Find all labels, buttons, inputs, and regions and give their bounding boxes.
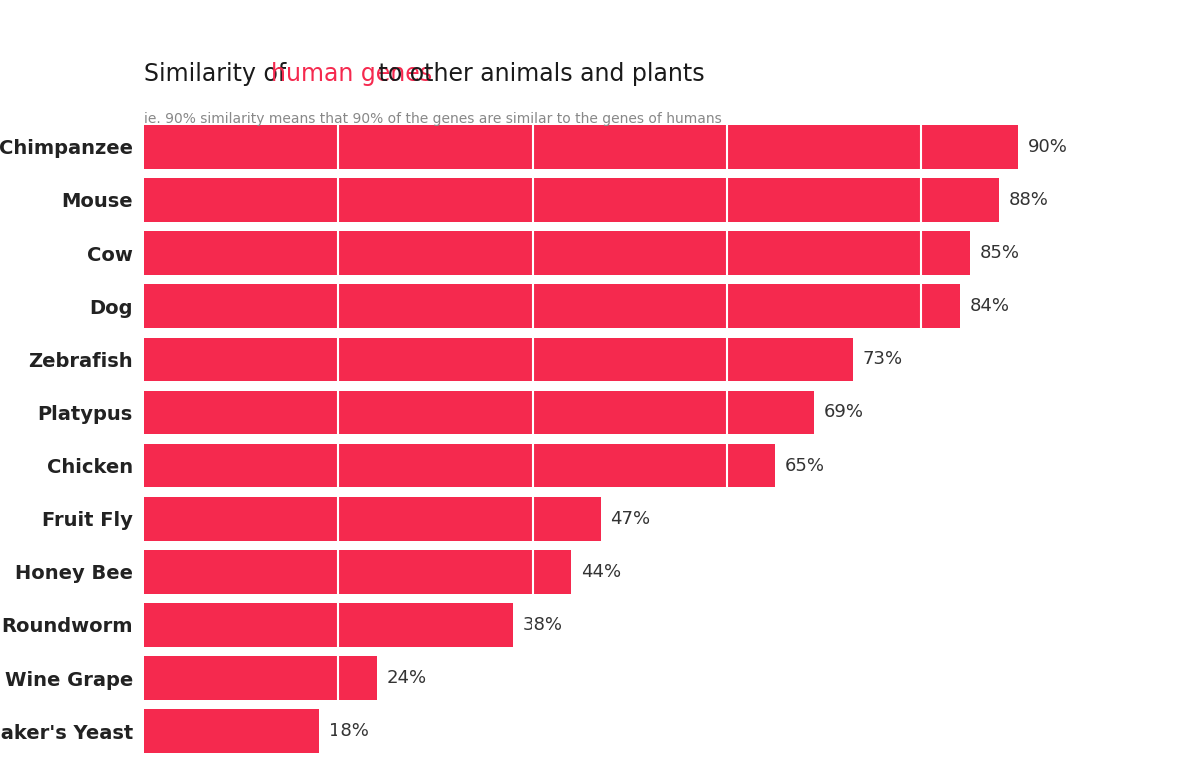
Bar [144,178,998,222]
Bar [144,231,970,275]
Bar [144,497,600,540]
Text: 90%: 90% [1028,138,1068,156]
Text: 88%: 88% [1008,191,1049,209]
Text: 84%: 84% [970,297,1009,315]
Text: 38%: 38% [523,616,563,634]
Bar [144,125,1019,169]
Text: 85%: 85% [979,244,1020,262]
Text: ie. 90% similarity means that 90% of the genes are similar to the genes of human: ie. 90% similarity means that 90% of the… [144,112,721,126]
Bar [144,550,571,593]
Text: human genes: human genes [271,62,432,86]
Text: 24%: 24% [386,669,427,687]
Text: Similarity of: Similarity of [144,62,294,86]
Bar [144,710,319,753]
Bar [144,603,514,647]
Bar [144,444,775,488]
Bar [144,656,377,700]
Text: 44%: 44% [581,563,622,581]
Bar [144,285,960,328]
Text: 69%: 69% [824,404,864,422]
Text: 47%: 47% [611,510,650,528]
Text: 73%: 73% [863,350,902,368]
Text: 65%: 65% [785,456,826,474]
Bar [144,338,853,381]
Text: 18%: 18% [329,722,368,740]
Text: to other animals and plants: to other animals and plants [371,62,704,86]
Bar [144,390,815,434]
